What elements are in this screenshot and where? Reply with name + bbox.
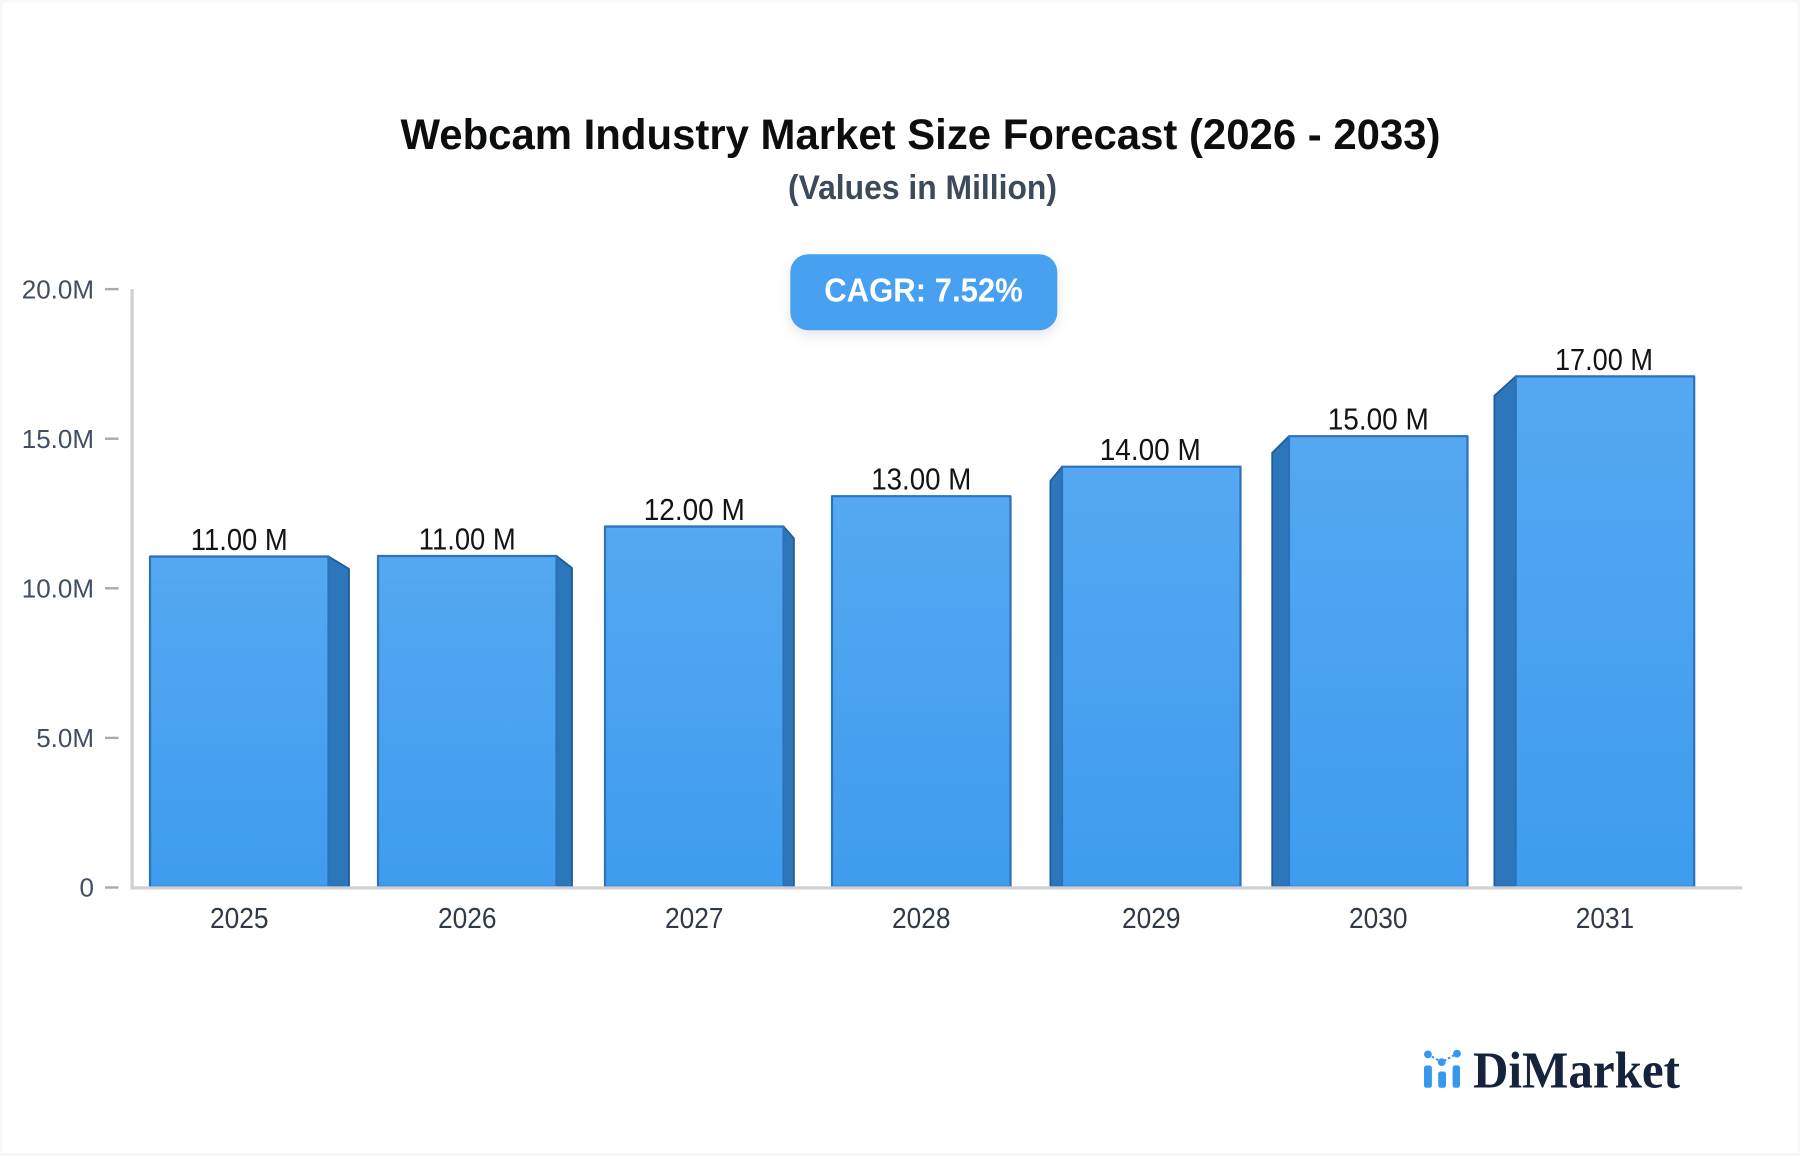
svg-text:2026: 2026 [438,903,497,935]
svg-text:11.00 M: 11.00 M [191,522,288,557]
svg-text:2028: 2028 [892,903,951,935]
svg-text:15.0M: 15.0M [22,424,94,454]
svg-text:(Values in Million): (Values in Million) [788,169,1057,207]
svg-text:12.00 M: 12.00 M [644,492,745,527]
svg-text:10.0M: 10.0M [22,574,94,604]
svg-text:Webcam Industry Market Size Fo: Webcam Industry Market Size Forecast (20… [401,111,1441,159]
svg-text:2031: 2031 [1576,903,1635,935]
svg-text:20.0M: 20.0M [22,274,94,304]
svg-text:15.00 M: 15.00 M [1328,402,1429,437]
svg-text:11.00 M: 11.00 M [419,522,516,557]
svg-text:2027: 2027 [665,903,724,935]
svg-text:2029: 2029 [1122,903,1181,935]
svg-text:2030: 2030 [1349,903,1408,935]
svg-text:0: 0 [80,873,94,903]
svg-text:14.00 M: 14.00 M [1100,432,1201,467]
svg-text:5.0M: 5.0M [36,723,94,753]
svg-text:17.00 M: 17.00 M [1555,342,1653,377]
svg-text:13.00 M: 13.00 M [871,462,971,497]
svg-text:CAGR: 7.52%: CAGR: 7.52% [824,272,1023,309]
svg-text:DiMarket: DiMarket [1473,1043,1681,1100]
svg-text:2025: 2025 [210,903,269,935]
